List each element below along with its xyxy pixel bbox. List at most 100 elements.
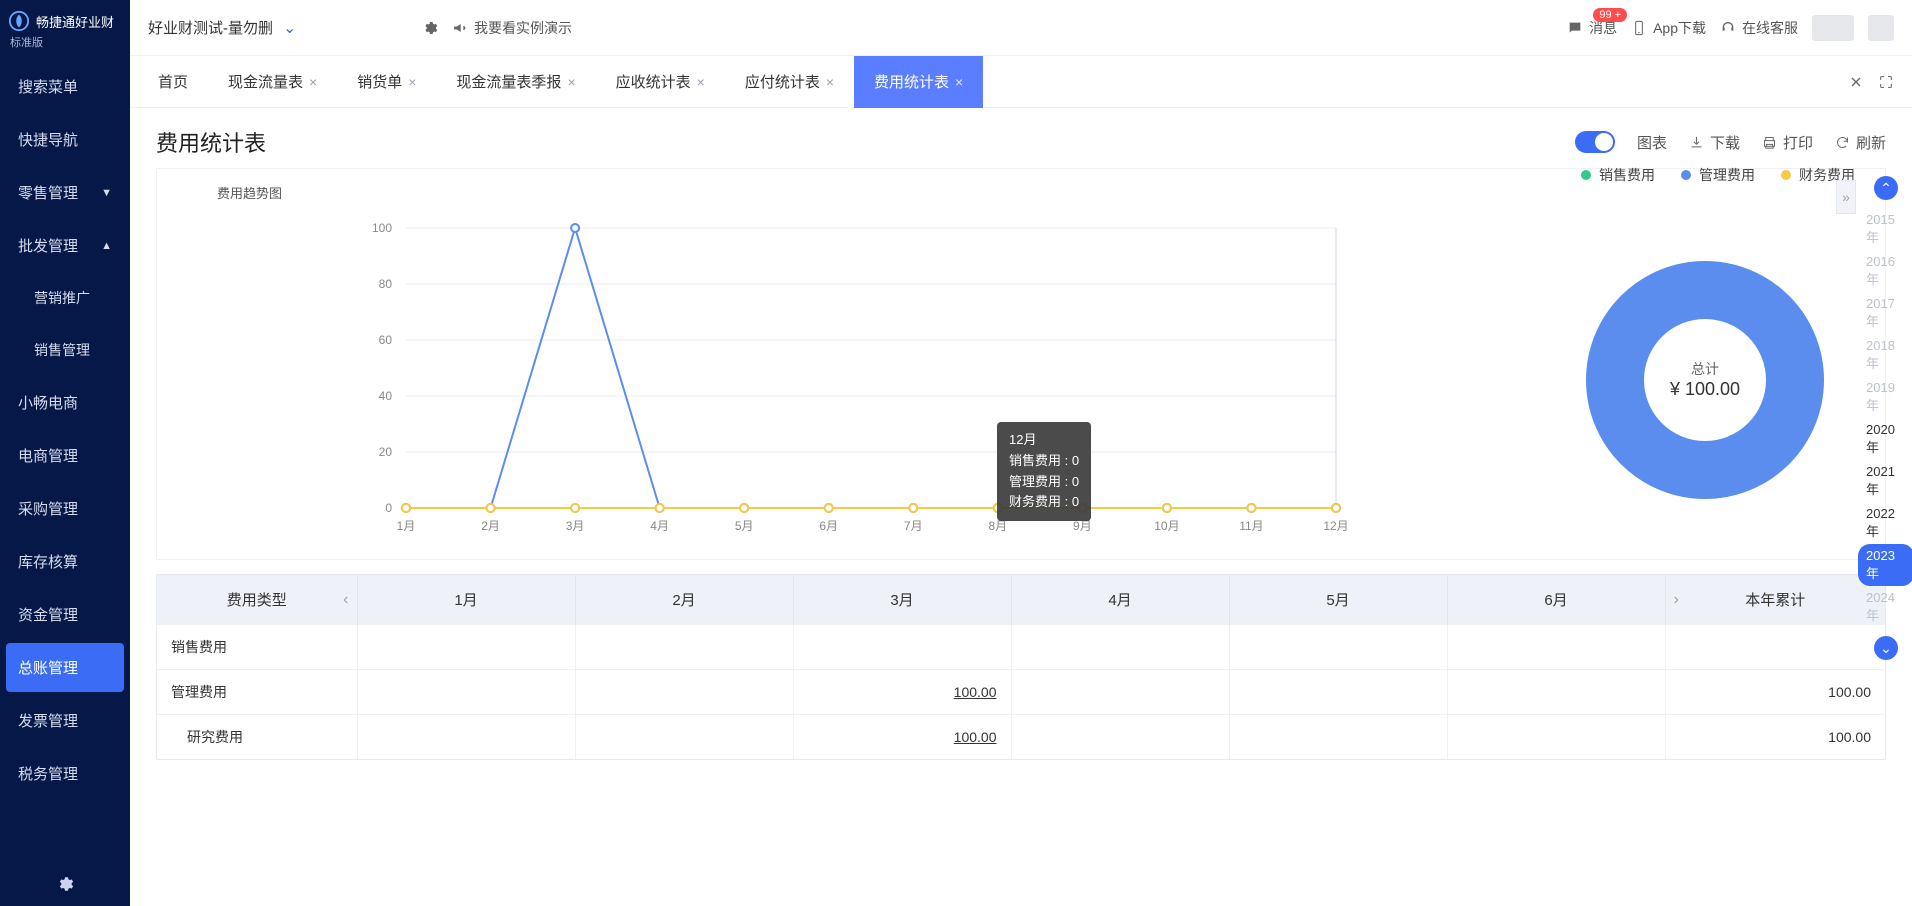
tab-close-icon[interactable]: × — [826, 74, 834, 90]
user-avatar[interactable] — [1812, 15, 1854, 41]
year-option[interactable]: 2022年 — [1858, 502, 1912, 544]
year-down-button[interactable]: ⌄ — [1874, 636, 1898, 660]
chart-toggle[interactable] — [1575, 131, 1615, 153]
chart-toggle-label: 图表 — [1637, 132, 1667, 153]
svg-text:80: 80 — [379, 277, 393, 291]
sidebar-nav: 搜索菜单快捷导航零售管理▼批发管理▲营销推广销售管理小畅电商电商管理采购管理库存… — [0, 60, 130, 865]
org-settings-button[interactable] — [422, 20, 438, 36]
tab-6[interactable]: 费用统计表× — [854, 56, 983, 108]
messages-button[interactable]: 消息 99 + — [1567, 18, 1617, 38]
tab-0[interactable]: 首页 — [138, 56, 208, 108]
year-option[interactable]: 2016年 — [1858, 250, 1912, 292]
tab-bar: 首页现金流量表×销货单×现金流量表季报×应收统计表×应付统计表×费用统计表× — [130, 56, 1912, 108]
sidebar-item-9[interactable]: 库存核算 — [0, 535, 130, 588]
year-option[interactable]: 2018年 — [1858, 334, 1912, 376]
support-button[interactable]: 在线客服 — [1720, 18, 1798, 38]
tab-1[interactable]: 现金流量表× — [208, 56, 337, 108]
sidebar-item-4[interactable]: 营销推广 — [0, 272, 130, 324]
org-name: 好业财测试-量勿删 — [148, 17, 273, 38]
year-up-button[interactable]: ⌃ — [1874, 176, 1898, 200]
year-option[interactable]: 2021年 — [1858, 460, 1912, 502]
rail-collapse-icon[interactable]: » — [1836, 180, 1856, 214]
tab-close-icon[interactable]: × — [567, 74, 575, 90]
tab-3[interactable]: 现金流量表季报× — [436, 56, 595, 108]
sidebar-item-1[interactable]: 快捷导航 — [0, 113, 130, 166]
main: 好业财测试-量勿删 ⌄ 我要看实例演示 消息 99 + App下载 — [130, 0, 1912, 906]
demo-link[interactable]: 我要看实例演示 — [452, 18, 572, 38]
year-option[interactable]: 2023年 — [1858, 544, 1912, 586]
page-actions: 图表 下载 打印 刷新 — [1575, 131, 1886, 153]
close-all-icon[interactable] — [1848, 74, 1864, 90]
download-button[interactable]: 下载 — [1689, 132, 1740, 153]
tab-5[interactable]: 应付统计表× — [725, 56, 854, 108]
app-download-button[interactable]: App下载 — [1631, 18, 1706, 38]
refresh-icon — [1835, 135, 1850, 150]
legend-item[interactable]: 管理费用 — [1681, 165, 1755, 185]
brand-logo-icon — [8, 10, 30, 32]
tab-close-icon[interactable]: × — [697, 74, 705, 90]
sidebar-item-0[interactable]: 搜索菜单 — [0, 60, 130, 113]
chart-legend: 销售费用管理费用财务费用 — [1581, 165, 1855, 185]
brand-edition: 标准版 — [0, 34, 130, 60]
chart-title: 费用趋势图 — [177, 183, 1865, 202]
sidebar-item-10[interactable]: 资金管理 — [0, 588, 130, 641]
th-month: 5月 — [1229, 575, 1447, 625]
sidebar-item-5[interactable]: 销售管理 — [0, 324, 130, 376]
table-prev-icon[interactable]: ‹ — [343, 591, 348, 609]
th-month: 2月 — [575, 575, 793, 625]
messages-badge: 99 + — [1593, 8, 1627, 22]
svg-text:8月: 8月 — [988, 519, 1007, 533]
page-title: 费用统计表 — [156, 126, 266, 158]
topbar: 好业财测试-量勿删 ⌄ 我要看实例演示 消息 99 + App下载 — [130, 0, 1912, 56]
sidebar: 畅捷通好业财 标准版 搜索菜单快捷导航零售管理▼批发管理▲营销推广销售管理小畅电… — [0, 0, 130, 906]
svg-text:60: 60 — [379, 333, 393, 347]
svg-text:100: 100 — [372, 221, 392, 235]
year-rail: » ⌃ 2015年2016年2017年2018年2019年2020年2021年2… — [1858, 176, 1912, 660]
svg-text:11月: 11月 — [1239, 519, 1263, 533]
fullscreen-icon[interactable] — [1878, 74, 1894, 90]
sidebar-item-6[interactable]: 小畅电商 — [0, 376, 130, 429]
org-selector[interactable]: 好业财测试-量勿删 ⌄ — [148, 17, 408, 38]
page-header: 费用统计表 图表 下载 打印 刷新 — [130, 108, 1912, 168]
svg-text:12月: 12月 — [1323, 519, 1348, 533]
user-avatar-2[interactable] — [1868, 15, 1894, 41]
table-next-icon[interactable]: › — [1674, 591, 1679, 609]
sidebar-item-11[interactable]: 总账管理 — [6, 643, 124, 692]
app-download-label: App下载 — [1653, 18, 1706, 38]
tab-2[interactable]: 销货单× — [337, 56, 436, 108]
donut-center-label: 总计 — [1670, 359, 1740, 379]
tab-close-icon[interactable]: × — [309, 74, 317, 90]
year-option[interactable]: 2015年 — [1858, 208, 1912, 250]
tab-close-icon[interactable]: × — [955, 74, 963, 90]
donut-chart: 总计 ¥ 100.00 — [1545, 208, 1865, 551]
donut-center: 总计 ¥ 100.00 — [1670, 359, 1740, 400]
sidebar-item-3[interactable]: 批发管理▲ — [0, 219, 130, 272]
table-row: 销售费用 — [157, 625, 1885, 670]
sidebar-footer — [0, 865, 130, 906]
year-option[interactable]: 2020年 — [1858, 418, 1912, 460]
sidebar-item-13[interactable]: 税务管理 — [0, 747, 130, 800]
sidebar-item-2[interactable]: 零售管理▼ — [0, 166, 130, 219]
gear-icon — [422, 20, 438, 36]
support-label: 在线客服 — [1742, 18, 1798, 38]
chart-card: 费用趋势图 销售费用管理费用财务费用 0204060801001月2月3月4月5… — [156, 168, 1886, 560]
tab-close-icon[interactable]: × — [408, 74, 416, 90]
tab-4[interactable]: 应收统计表× — [596, 56, 725, 108]
download-icon — [1689, 135, 1704, 150]
sidebar-item-12[interactable]: 发票管理 — [0, 694, 130, 747]
sidebar-item-8[interactable]: 采购管理 — [0, 482, 130, 535]
year-option[interactable]: 2019年 — [1858, 376, 1912, 418]
year-option[interactable]: 2017年 — [1858, 292, 1912, 334]
refresh-button[interactable]: 刷新 — [1835, 132, 1886, 153]
th-type: 费用类型‹ — [157, 575, 357, 625]
svg-text:20: 20 — [379, 445, 393, 459]
sidebar-item-7[interactable]: 电商管理 — [0, 429, 130, 482]
tab-bar-actions — [1848, 74, 1904, 90]
svg-text:6月: 6月 — [819, 519, 838, 533]
print-button[interactable]: 打印 — [1762, 132, 1813, 153]
legend-item[interactable]: 销售费用 — [1581, 165, 1655, 185]
phone-icon — [1631, 20, 1647, 36]
brand-name: 畅捷通好业财 — [36, 12, 114, 31]
year-option[interactable]: 2024年 — [1858, 586, 1912, 628]
settings-icon[interactable] — [56, 875, 74, 893]
